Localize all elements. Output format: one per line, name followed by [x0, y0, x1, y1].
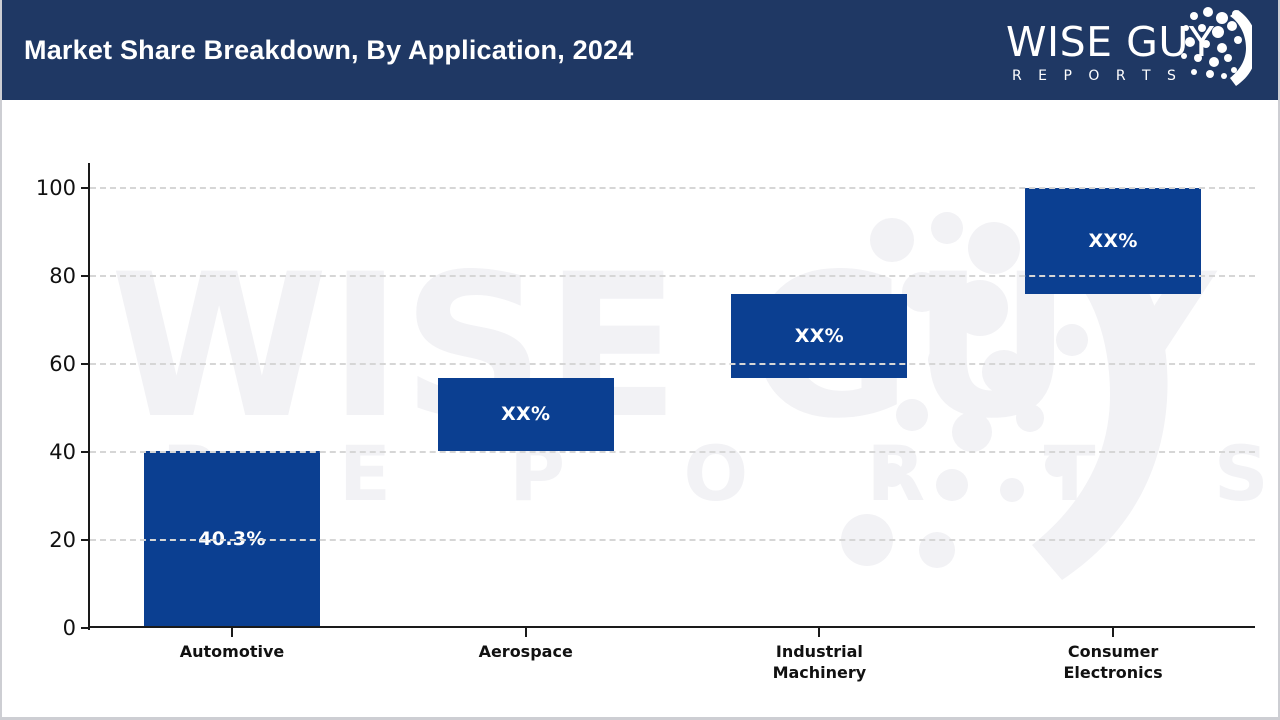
y-axis-tick — [81, 451, 90, 453]
waterfall-bar: XX% — [437, 378, 614, 451]
x-axis-category-label: Automotive — [179, 642, 285, 661]
logo-wordmark: WISE GUY — [1006, 18, 1215, 66]
wiseguy-logo: WISE GUY R E P O R T S — [1004, 4, 1258, 96]
y-axis-tick-label: 20 — [49, 528, 76, 552]
gridline — [90, 363, 1255, 365]
logo-subtitle: R E P O R T S — [1012, 68, 1182, 84]
page-title: Market Share Breakdown, By Application, … — [24, 34, 634, 65]
bar-value-label: XX% — [1088, 230, 1138, 253]
y-axis-tick — [81, 539, 90, 541]
y-axis-tick-label: 80 — [49, 264, 76, 288]
x-axis-line — [88, 626, 1255, 628]
x-axis-tick — [524, 628, 527, 637]
y-axis-tick-label: 0 — [62, 616, 76, 640]
gridline — [90, 451, 1255, 453]
y-axis-tick — [81, 363, 90, 365]
waterfall-bar: XX% — [1025, 188, 1202, 295]
y-axis-tick — [81, 187, 90, 189]
face-dots-icon — [1181, 7, 1258, 86]
y-axis-tick-label: 60 — [49, 352, 76, 376]
x-axis-category-label: Aerospace — [478, 642, 573, 661]
x-axis-category-label: Industrial Machinery — [772, 642, 867, 682]
x-axis-tick — [1112, 628, 1115, 637]
gridline — [90, 275, 1255, 277]
gridline — [90, 539, 1255, 541]
bar-value-label: XX% — [501, 403, 551, 426]
header-bar: Market Share Breakdown, By Application, … — [2, 0, 1278, 100]
y-axis-tick-label: 40 — [49, 440, 76, 464]
y-axis-line — [88, 163, 90, 630]
y-axis-tick — [81, 275, 90, 277]
gridline — [90, 187, 1255, 189]
bar-value-label: XX% — [794, 325, 845, 348]
x-axis-tick — [231, 628, 233, 637]
y-axis-tick-label: 100 — [35, 176, 76, 200]
waterfall-bar: XX% — [731, 294, 908, 379]
y-axis-tick — [81, 627, 90, 629]
wiseguy-logo-graphic: WISE GUY R E P O R T S — [1006, 7, 1258, 86]
x-axis-category-label: Consumer Electronics — [1063, 642, 1163, 682]
x-axis-tick — [818, 628, 821, 637]
